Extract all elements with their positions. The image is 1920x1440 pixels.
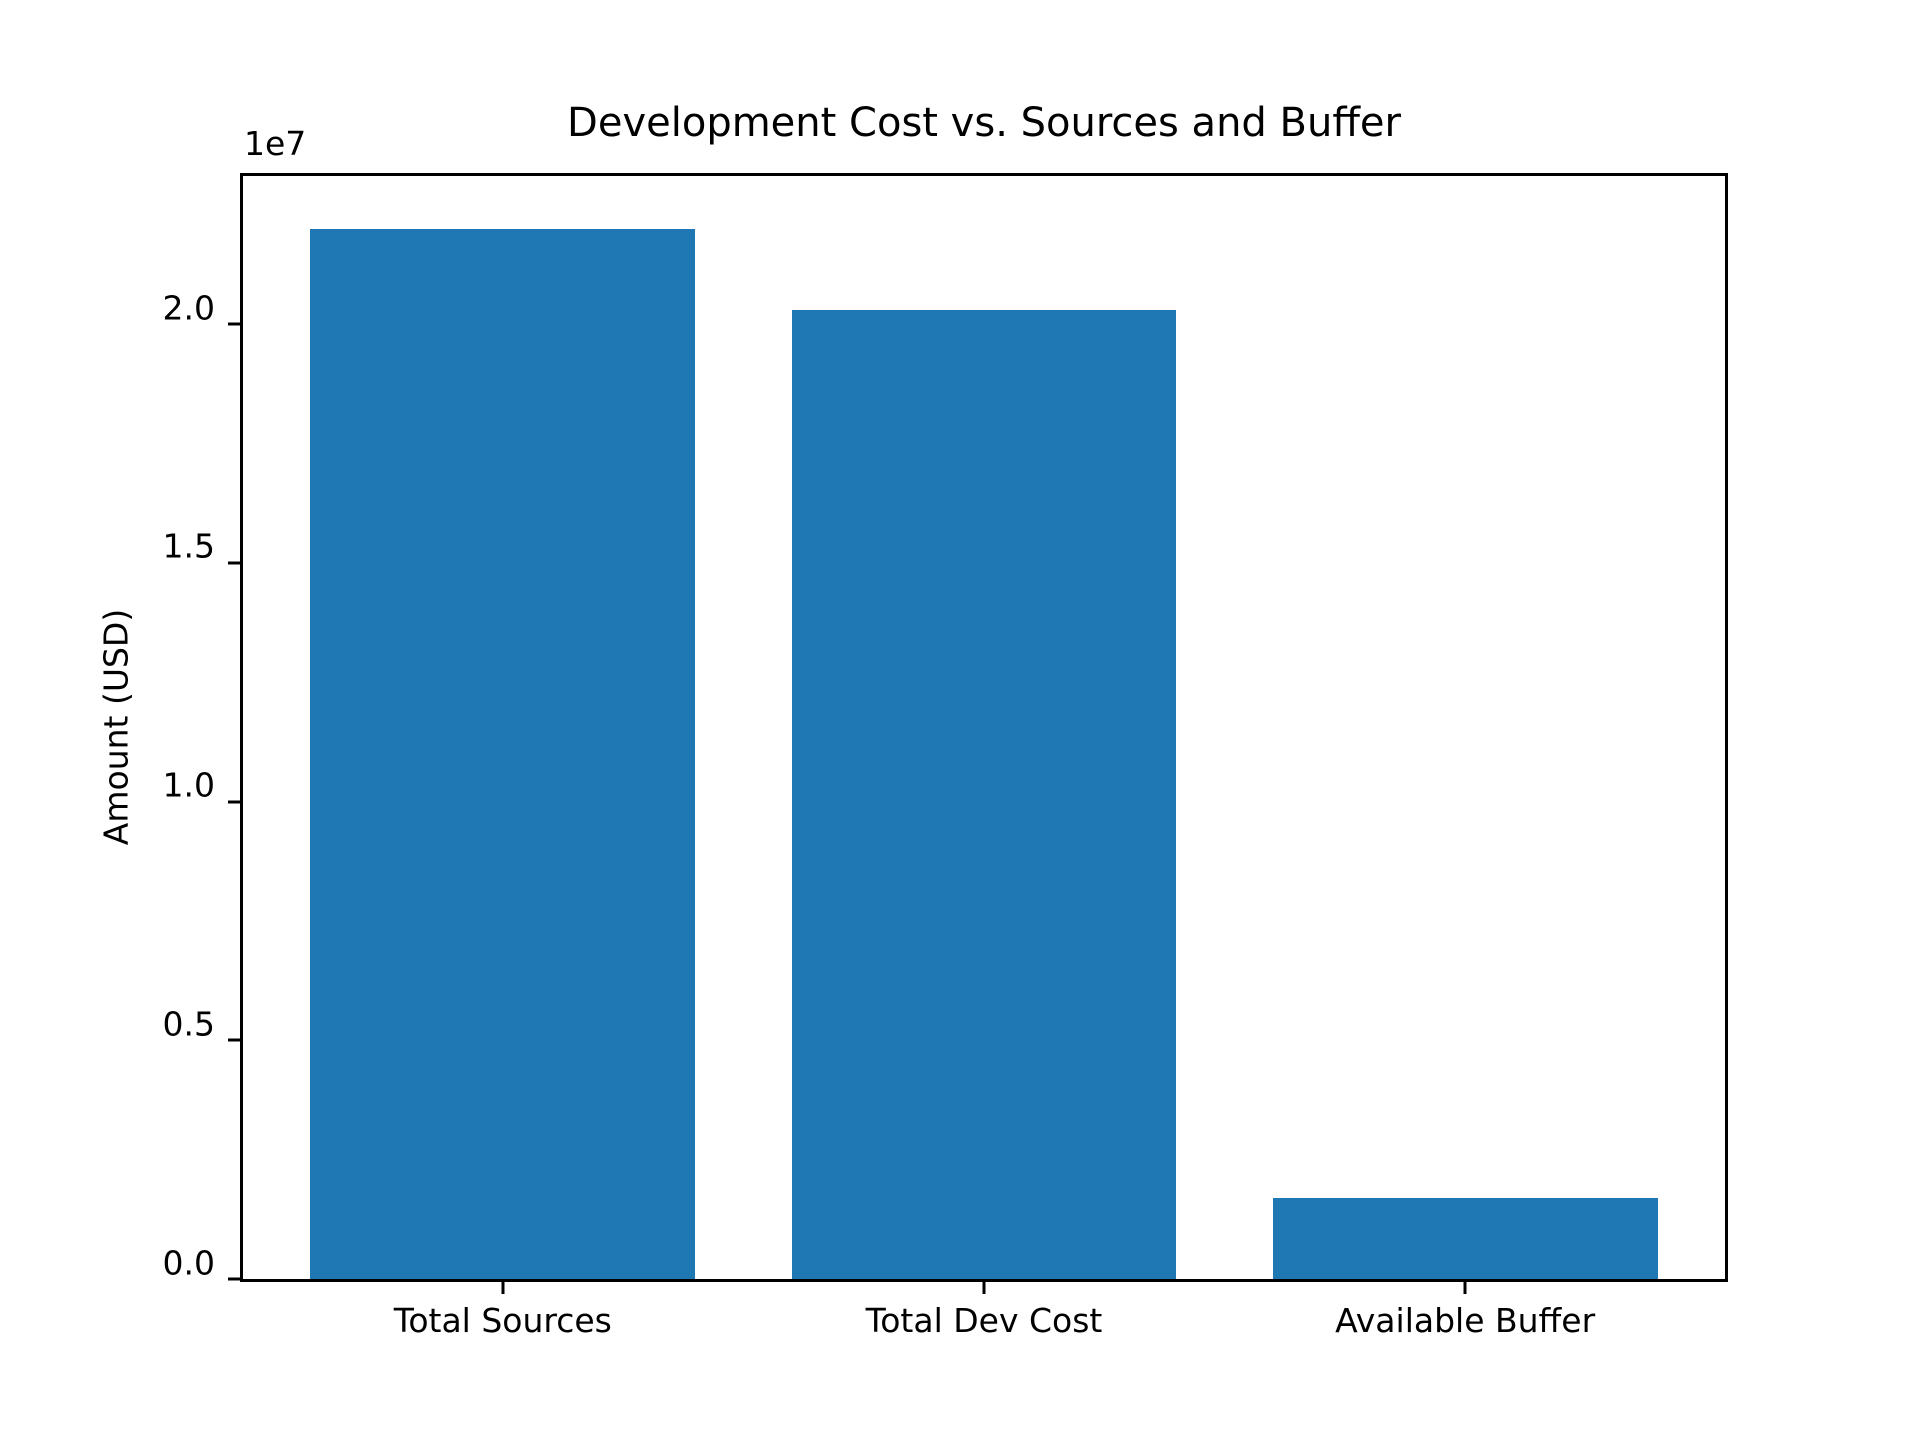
y-tick-label-0.0: 0.0 xyxy=(162,1243,215,1282)
x-tick-mark-available-buffer xyxy=(1463,1282,1467,1294)
bar-available-buffer xyxy=(1272,1197,1658,1279)
x-tick-mark-total-dev-cost xyxy=(982,1282,986,1294)
y-tick-label-2.0: 2.0 xyxy=(162,288,215,328)
x-tick-mark-total-sources xyxy=(501,1282,505,1294)
x-tick-label-total-dev-cost: Total Dev Cost xyxy=(865,1301,1103,1340)
y-tick-label-0.5: 0.5 xyxy=(162,1004,215,1044)
y-axis-label: Amount (USD) xyxy=(96,608,136,846)
y-tick-mark-0.0 xyxy=(228,1277,240,1281)
bar-total-dev-cost xyxy=(791,309,1177,1279)
y-tick-mark-1.0 xyxy=(228,800,240,804)
y-axis-offset-text: 1e7 xyxy=(244,124,307,163)
y-tick-label-1.0: 1.0 xyxy=(162,765,215,805)
y-tick-label-1.5: 1.5 xyxy=(162,526,215,566)
plot-area: 0.0 0.5 1.0 1.5 2.0 Total Sources Total Dev Co… xyxy=(163,173,1728,1340)
x-tick-label-available-buffer: Available Buffer xyxy=(1335,1301,1596,1340)
y-tick-mark-0.5 xyxy=(228,1038,240,1042)
x-tick-label-total-sources: Total Sources xyxy=(393,1301,612,1340)
bar-total-sources xyxy=(310,228,696,1279)
y-tick-mark-1.5 xyxy=(228,561,240,565)
y-tick-mark-2.0 xyxy=(228,322,240,326)
chart-title: Development Cost vs. Sources and Buffer xyxy=(567,100,1401,146)
